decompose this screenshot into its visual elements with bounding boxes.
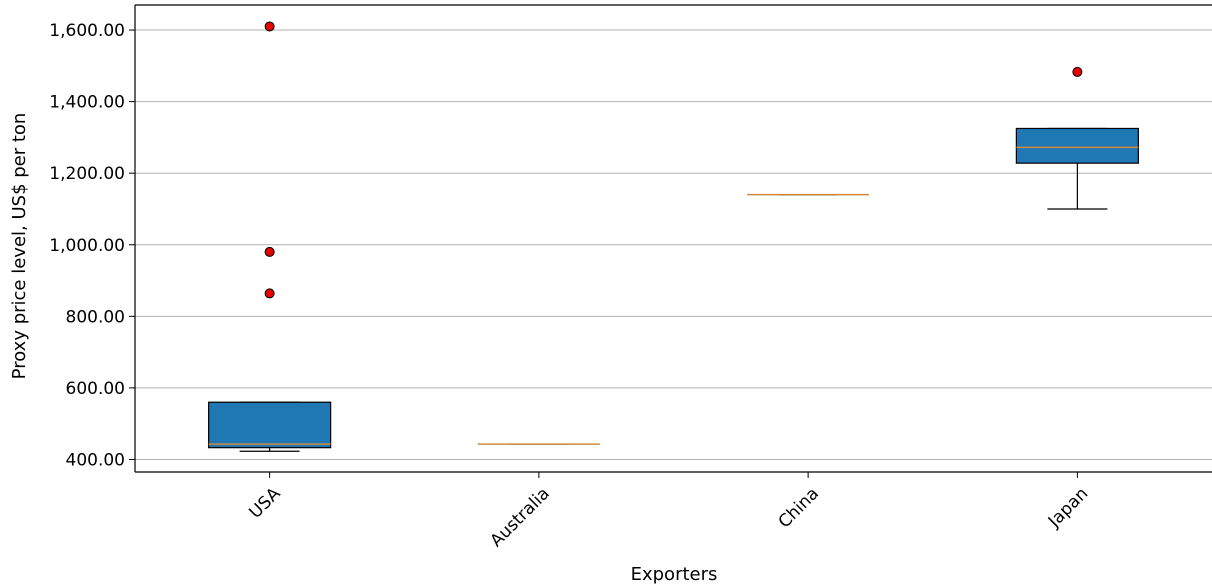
outlier-point: [264, 246, 275, 257]
x-tick-label: Japan: [1044, 484, 1092, 532]
axes: [129, 4, 1212, 478]
y-tick-label: 400.00: [66, 450, 125, 470]
y-tick-label: 800.00: [66, 307, 125, 327]
gridlines: [135, 29, 1212, 460]
box-body: [208, 401, 332, 449]
y-tick-label: 600.00: [66, 379, 125, 399]
y-tick-label: 1,200.00: [49, 164, 125, 184]
box-japan: [1015, 66, 1139, 210]
x-tick-label: China: [775, 484, 823, 532]
outlier-point: [264, 21, 275, 32]
y-tick-label: 1,600.00: [49, 21, 125, 41]
x-axis-label: Exporters: [631, 564, 718, 585]
x-tick-label: USA: [246, 484, 285, 523]
x-tick-label: Australia: [487, 484, 554, 551]
outlier-point: [1072, 66, 1083, 77]
y-tick-label: 1,400.00: [49, 93, 125, 113]
y-tick-label: 1,000.00: [49, 236, 125, 256]
box-usa: [208, 21, 332, 452]
y-axis-label: Proxy price level, US$ per ton: [9, 113, 30, 380]
outlier-point: [264, 288, 275, 299]
box-body: [1015, 127, 1139, 164]
boxes: [208, 21, 1139, 452]
